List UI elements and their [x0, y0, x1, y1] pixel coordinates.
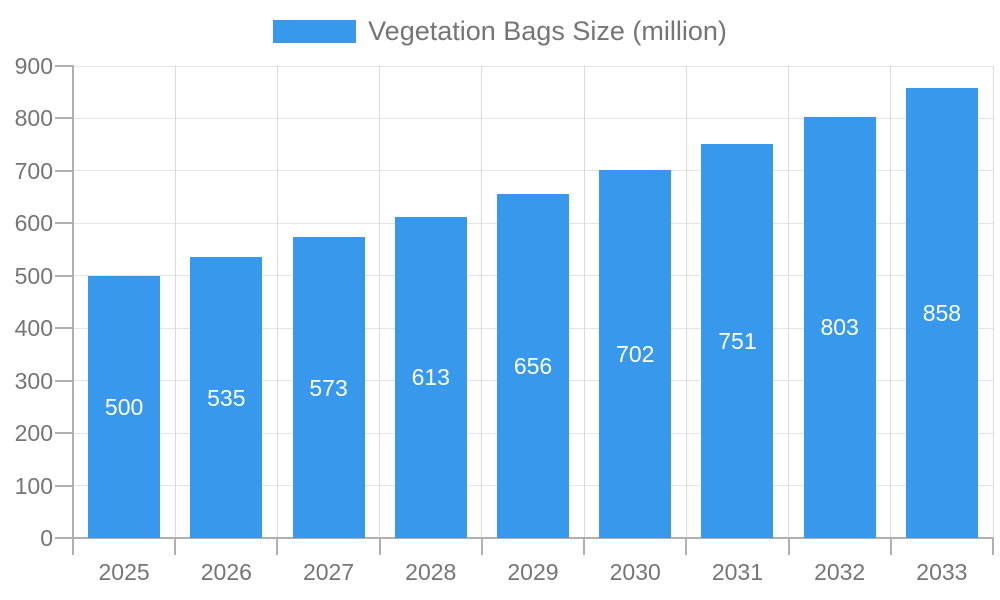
- gridline-vertical: [379, 66, 381, 538]
- gridline-horizontal: [73, 65, 993, 67]
- gridline-vertical: [685, 66, 687, 538]
- gridline-horizontal: [73, 117, 993, 119]
- bar-value-label: 803: [820, 314, 859, 341]
- gridline-horizontal: [73, 170, 993, 172]
- bar-value-label: 613: [411, 364, 450, 391]
- y-axis-label: 600: [14, 210, 53, 237]
- bar-2032[interactable]: [803, 116, 876, 538]
- y-axis-tick: [55, 327, 73, 330]
- y-axis-label: 500: [14, 262, 53, 289]
- bar-2027[interactable]: [292, 237, 365, 538]
- x-axis-label: 2033: [916, 559, 968, 585]
- gridline-vertical: [583, 66, 585, 538]
- bar-value-label: 535: [207, 384, 246, 411]
- x-axis-tick: [685, 538, 688, 555]
- x-axis-line: [71, 537, 993, 539]
- y-axis-label: 400: [14, 315, 53, 342]
- x-axis-label: 2030: [609, 559, 661, 585]
- y-axis-tick: [55, 379, 73, 382]
- legend-label: Vegetation Bags Size (million): [368, 16, 727, 46]
- y-axis-tick: [55, 169, 73, 172]
- x-axis-label: 2031: [711, 559, 764, 585]
- bar-2029[interactable]: [497, 193, 569, 538]
- bar-value-label: 858: [922, 300, 962, 326]
- x-axis-label: 2025: [98, 559, 150, 585]
- gridline-vertical: [481, 66, 483, 538]
- y-axis-label: 300: [14, 367, 53, 394]
- legend-swatch-icon: [273, 20, 357, 43]
- y-axis-label: 800: [14, 105, 53, 132]
- y-axis-label: 100: [14, 472, 53, 499]
- x-axis-label: 2029: [507, 559, 559, 585]
- y-axis-line: [72, 65, 74, 539]
- x-axis-tick: [583, 538, 586, 555]
- bar-2028[interactable]: [394, 216, 467, 538]
- y-axis-tick: [55, 117, 73, 120]
- y-axis-label: 0: [40, 525, 53, 551]
- bar-2033[interactable]: [905, 88, 978, 538]
- x-axis-label: 2028: [405, 559, 457, 585]
- gridline-vertical: [890, 66, 892, 538]
- bar-value-label: 702: [616, 340, 655, 367]
- x-axis-tick: [992, 538, 994, 555]
- gridline-vertical: [174, 66, 176, 538]
- chart-legend[interactable]: Vegetation Bags Size (million): [0, 12, 1000, 51]
- x-axis-tick: [174, 538, 177, 555]
- y-axis-label: 200: [14, 420, 53, 447]
- x-axis-tick: [889, 538, 892, 555]
- y-axis-tick: [55, 274, 73, 277]
- bar-value-label: 751: [718, 328, 757, 355]
- x-axis-tick: [378, 538, 381, 555]
- x-axis-tick: [787, 538, 790, 555]
- x-axis-label: 2026: [200, 559, 252, 585]
- gridline-vertical: [788, 66, 790, 538]
- bar-value-label: 573: [309, 374, 348, 401]
- x-axis-tick: [480, 538, 483, 555]
- x-axis-tick: [276, 538, 279, 555]
- x-axis-label: 2032: [814, 559, 866, 585]
- bar-value-label: 656: [513, 352, 553, 379]
- x-axis-tick: [72, 538, 74, 555]
- bar-2026[interactable]: [190, 257, 263, 538]
- x-axis-label: 2027: [302, 559, 355, 585]
- y-axis-label: 700: [14, 157, 53, 184]
- gridline-vertical: [992, 66, 994, 538]
- y-axis-tick: [55, 65, 73, 67]
- y-axis-label: 900: [14, 53, 53, 79]
- bar-2030[interactable]: [599, 169, 672, 538]
- y-axis-tick: [55, 432, 73, 435]
- bar-2025[interactable]: [88, 275, 161, 538]
- gridline-vertical: [276, 66, 278, 538]
- y-axis-tick: [55, 222, 73, 225]
- plot-area: 0 100 200 300 400 500 600 700 800 900 500 2025 535 20…: [15, 53, 994, 585]
- y-axis-tick: [55, 484, 73, 487]
- y-axis-tick: [55, 537, 73, 539]
- bar-2031[interactable]: [701, 144, 774, 538]
- bar-value-label: 500: [104, 393, 144, 420]
